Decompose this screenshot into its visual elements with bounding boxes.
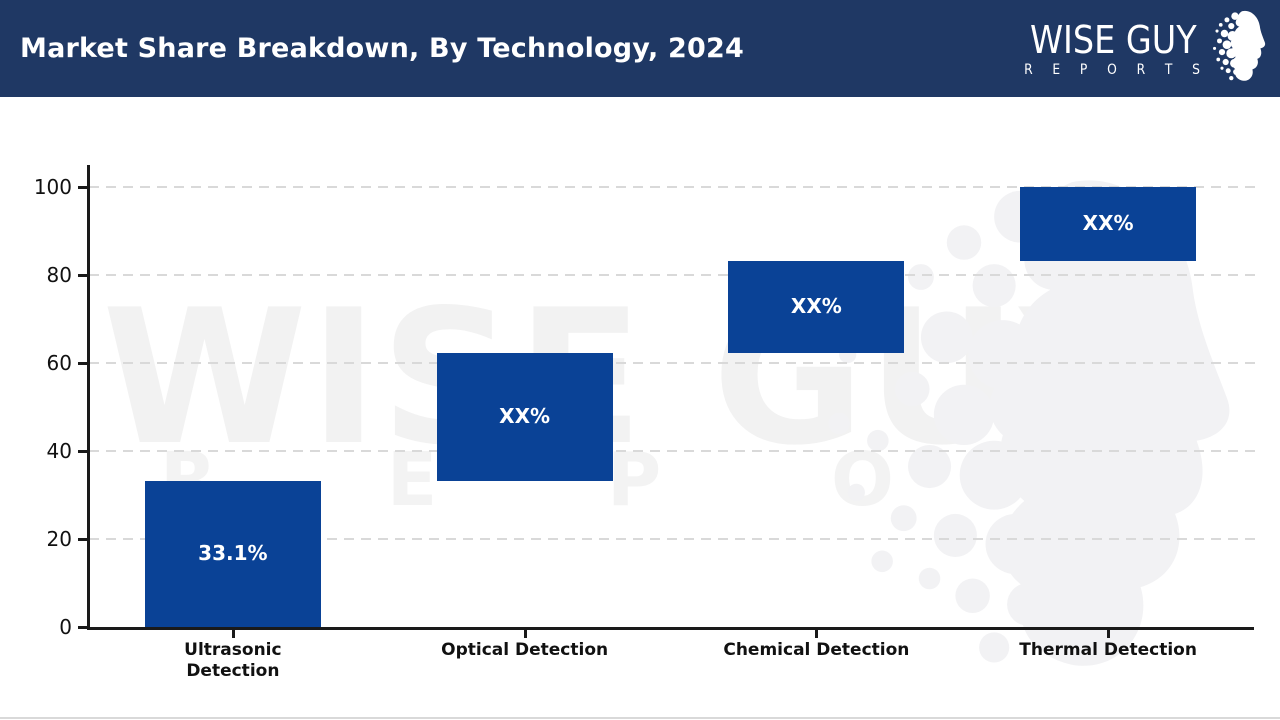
- gridline: [89, 450, 1256, 452]
- logo-word-reports: R E P O R T S: [1024, 61, 1208, 78]
- x-category-label: Thermal Detection: [1019, 640, 1197, 660]
- gridline: [89, 362, 1256, 364]
- bar-value-label: XX%: [1082, 210, 1134, 235]
- x-axis-tick: [231, 630, 235, 638]
- x-axis-tick: [1107, 630, 1111, 638]
- gridline: [89, 538, 1256, 540]
- logo-head-icon: [1212, 10, 1266, 81]
- y-tick-label: 40: [46, 439, 72, 463]
- bar-segment: [1020, 187, 1197, 261]
- y-axis-tick: [78, 274, 87, 277]
- y-tick-label: 20: [46, 527, 72, 551]
- gridline: [89, 274, 1256, 276]
- y-axis-tick: [78, 626, 87, 629]
- x-category-label: Ultrasonic Detection: [184, 640, 282, 682]
- y-tick-label: 80: [46, 263, 72, 287]
- y-axis-tick: [78, 538, 87, 541]
- y-tick-label: 60: [46, 351, 72, 375]
- wiseguy-logo: WISE GUY R E P O R T S: [993, 6, 1266, 92]
- bar-segment: [436, 352, 613, 482]
- header-banner: Market Share Breakdown, By Technology, 2…: [0, 0, 1280, 97]
- x-category-label: Optical Detection: [441, 640, 609, 660]
- bar-segment: [728, 260, 905, 353]
- y-tick-label: 0: [59, 615, 72, 639]
- chart-title: Market Share Breakdown, By Technology, 2…: [20, 33, 745, 64]
- x-axis-tick: [523, 630, 527, 638]
- y-axis-tick: [78, 450, 87, 453]
- y-tick-label: 100: [33, 175, 72, 199]
- logo-wordmark: WISE GUY R E P O R T S: [1019, 21, 1208, 78]
- logo-word-wiseguy: WISE GUY: [1030, 17, 1197, 62]
- y-axis-line: [87, 165, 90, 630]
- watermark-head-icon: [828, 180, 1230, 666]
- x-axis-line: [87, 627, 1254, 630]
- bar-value-label: XX%: [499, 404, 551, 429]
- x-category-label: Chemical Detection: [723, 640, 910, 660]
- bar-value-label: 33.1%: [198, 541, 268, 566]
- bottom-border-line: [0, 717, 1280, 719]
- y-axis-tick: [78, 362, 87, 365]
- bar-segment: [144, 481, 321, 627]
- x-axis-tick: [815, 630, 819, 638]
- y-axis-tick: [78, 186, 87, 189]
- bar-value-label: XX%: [790, 293, 842, 318]
- gridline: [89, 186, 1256, 188]
- chart-area: WISE GUY R E P O R T S 02040608010033.1%…: [0, 97, 1280, 720]
